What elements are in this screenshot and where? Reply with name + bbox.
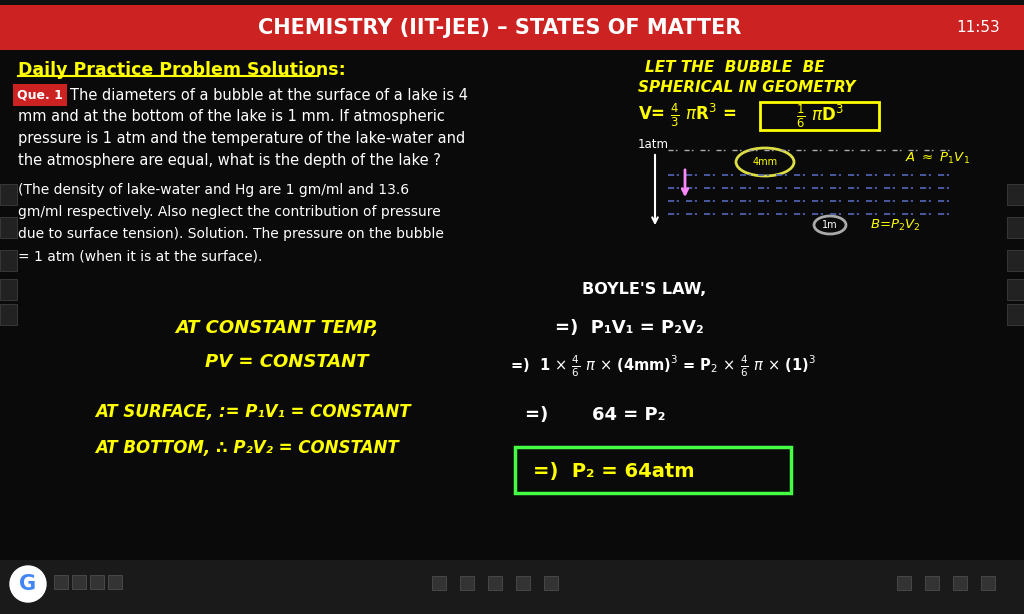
FancyBboxPatch shape [897,576,911,590]
Text: 1m: 1m [822,220,838,230]
FancyBboxPatch shape [90,575,104,589]
Text: = 1 atm (when it is at the surface).: = 1 atm (when it is at the surface). [18,249,262,263]
FancyBboxPatch shape [54,575,68,589]
FancyBboxPatch shape [1007,250,1024,271]
FancyBboxPatch shape [13,84,67,106]
FancyBboxPatch shape [1007,184,1024,205]
FancyBboxPatch shape [516,576,530,590]
Text: PV = CONSTANT: PV = CONSTANT [205,353,369,371]
FancyBboxPatch shape [0,184,17,205]
Text: CHEMISTRY (IIT-JEE) – STATES OF MATTER: CHEMISTRY (IIT-JEE) – STATES OF MATTER [258,18,741,38]
Text: 1atm: 1atm [638,139,669,152]
Text: 4mm: 4mm [753,157,777,167]
FancyBboxPatch shape [0,217,17,238]
FancyBboxPatch shape [981,576,995,590]
Text: Daily Practice Problem Solutions:: Daily Practice Problem Solutions: [18,61,346,79]
FancyBboxPatch shape [1007,217,1024,238]
Text: =)  P₂ = 64atm: =) P₂ = 64atm [534,462,694,481]
FancyBboxPatch shape [0,250,17,271]
Text: =)  P₁V₁ = P₂V₂: =) P₁V₁ = P₂V₂ [555,319,703,337]
Text: LET THE  BUBBLE  BE: LET THE BUBBLE BE [645,61,824,76]
Text: gm/ml respectively. Also neglect the contribution of pressure: gm/ml respectively. Also neglect the con… [18,205,440,219]
Circle shape [10,566,46,602]
FancyBboxPatch shape [108,575,122,589]
FancyBboxPatch shape [0,560,1024,614]
Text: the atmosphere are equal, what is the depth of the lake ?: the atmosphere are equal, what is the de… [18,154,441,168]
FancyBboxPatch shape [460,576,474,590]
Text: =)  1 $\times$ $\frac{4}{6}$ $\pi$ $\times$ (4mm)$^3$ = P$_2$ $\times$ $\frac{4}: =) 1 $\times$ $\frac{4}{6}$ $\pi$ $\time… [510,353,816,379]
FancyBboxPatch shape [925,576,939,590]
FancyBboxPatch shape [1007,304,1024,325]
Text: (The density of lake-water and Hg are 1 gm/ml and 13.6: (The density of lake-water and Hg are 1 … [18,183,410,197]
Text: BOYLE'S LAW,: BOYLE'S LAW, [582,282,707,298]
FancyBboxPatch shape [0,0,1024,5]
FancyBboxPatch shape [432,576,446,590]
Text: V= $\frac{4}{3}$ $\pi$R$^3$ =: V= $\frac{4}{3}$ $\pi$R$^3$ = [638,101,736,129]
FancyBboxPatch shape [0,0,1024,50]
Text: AT BOTTOM, ∴ P₂V₂ = CONSTANT: AT BOTTOM, ∴ P₂V₂ = CONSTANT [95,439,398,457]
FancyBboxPatch shape [0,304,17,325]
FancyBboxPatch shape [72,575,86,589]
Text: $\frac{1}{6}$ $\pi$D$^3$: $\frac{1}{6}$ $\pi$D$^3$ [796,103,844,130]
FancyBboxPatch shape [1007,279,1024,300]
Text: AT SURFACE, := P₁V₁ = CONSTANT: AT SURFACE, := P₁V₁ = CONSTANT [95,403,411,421]
Text: due to surface tension). Solution. The pressure on the bubble: due to surface tension). Solution. The p… [18,227,443,241]
Text: pressure is 1 atm and the temperature of the lake-water and: pressure is 1 atm and the temperature of… [18,131,465,147]
Text: AT CONSTANT TEMP,: AT CONSTANT TEMP, [175,319,379,337]
FancyBboxPatch shape [0,279,17,300]
Text: B=P$_2$V$_2$: B=P$_2$V$_2$ [870,217,921,233]
Text: The diameters of a bubble at the surface of a lake is 4: The diameters of a bubble at the surface… [70,88,468,103]
Text: G: G [19,574,37,594]
Text: =)       64 = P₂: =) 64 = P₂ [525,406,666,424]
FancyBboxPatch shape [953,576,967,590]
FancyBboxPatch shape [544,576,558,590]
Text: 11:53: 11:53 [956,20,1000,36]
Text: A $\approx$ P$_1$V$_1$: A $\approx$ P$_1$V$_1$ [905,150,970,166]
Text: SPHERICAL IN GEOMETRY: SPHERICAL IN GEOMETRY [638,80,855,96]
Text: Que. 1: Que. 1 [17,88,62,101]
Text: mm and at the bottom of the lake is 1 mm. If atmospheric: mm and at the bottom of the lake is 1 mm… [18,109,444,125]
FancyBboxPatch shape [488,576,502,590]
